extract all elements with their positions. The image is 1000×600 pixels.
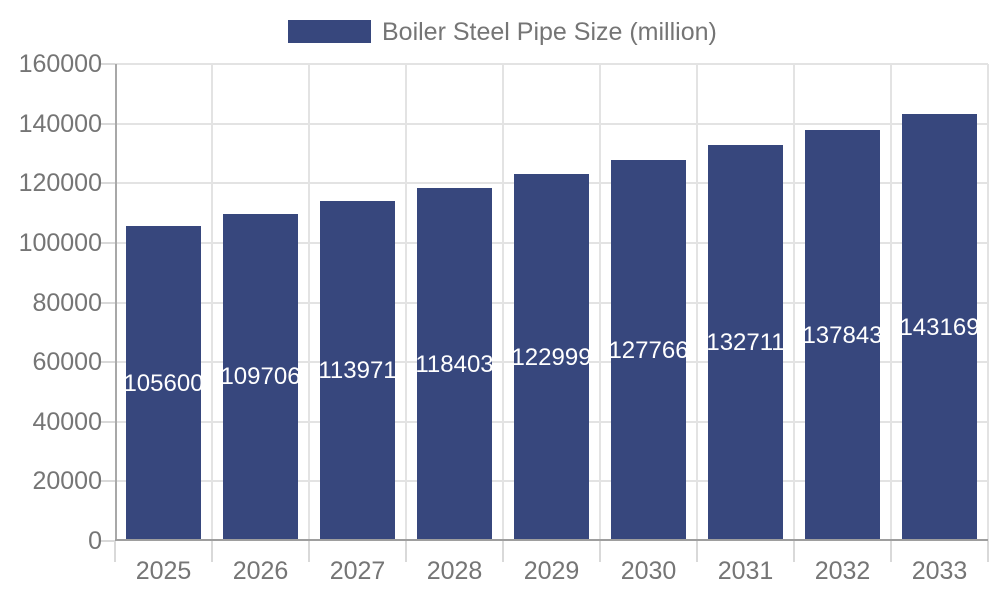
x-axis-line xyxy=(115,539,988,541)
y-tick-label: 120000 xyxy=(18,169,102,198)
y-axis-tick-mark xyxy=(100,241,115,244)
bar: 118403 xyxy=(417,188,492,541)
x-tick-label: 2033 xyxy=(911,557,968,585)
y-axis-tick-mark xyxy=(100,63,115,65)
y-tick-label: 160000 xyxy=(18,50,102,78)
gridline-vertical xyxy=(211,64,213,541)
x-axis-tick-mark xyxy=(793,541,795,562)
bar: 137843 xyxy=(805,130,880,541)
x-tick-label: 2029 xyxy=(523,557,580,585)
bar-value-label: 143169 xyxy=(902,313,977,341)
bar: 113971 xyxy=(320,201,395,541)
y-axis-line xyxy=(115,64,117,541)
bar-value-label: 127766 xyxy=(611,336,686,364)
legend-swatch xyxy=(288,20,371,43)
x-axis-tick-mark xyxy=(502,541,504,562)
bar-value-label: 132711 xyxy=(708,329,783,357)
x-axis-tick-mark xyxy=(211,541,213,562)
gridline-vertical xyxy=(696,64,698,541)
gridline-horizontal xyxy=(115,63,988,65)
legend: Boiler Steel Pipe Size (million) xyxy=(0,0,1000,56)
bar: 132711 xyxy=(708,145,783,541)
y-tick-label: 140000 xyxy=(18,109,102,138)
y-tick-label: 60000 xyxy=(32,348,102,377)
x-axis-tick-mark xyxy=(114,541,116,562)
y-axis-tick-mark xyxy=(100,361,115,364)
bar: 122999 xyxy=(514,174,589,541)
y-axis-tick-mark xyxy=(100,540,115,542)
y-tick-label: 100000 xyxy=(18,228,102,257)
gridline-vertical xyxy=(405,64,407,541)
x-tick-label: 2031 xyxy=(717,557,774,585)
x-axis-tick-mark xyxy=(599,541,601,562)
x-tick-label: 2026 xyxy=(232,557,289,585)
bar-value-label: 137843 xyxy=(805,321,880,349)
x-tick-label: 2027 xyxy=(329,557,386,585)
y-axis-tick-mark xyxy=(100,122,115,125)
x-axis-tick-mark xyxy=(987,541,989,562)
y-axis-tick-mark xyxy=(100,480,115,483)
y-tick-label: 20000 xyxy=(32,467,102,496)
x-tick-label: 2025 xyxy=(135,557,192,585)
x-axis-tick-mark xyxy=(890,541,892,562)
bar: 109706 xyxy=(223,213,298,541)
x-axis-tick-mark xyxy=(696,541,698,562)
y-tick-label: 0 xyxy=(88,527,102,555)
bar: 105600 xyxy=(126,226,201,541)
x-tick-label: 2032 xyxy=(814,557,871,585)
x-tick-label: 2030 xyxy=(620,557,677,585)
y-tick-label: 40000 xyxy=(32,407,102,436)
bar-value-label: 122999 xyxy=(514,343,589,371)
x-tick-label: 2028 xyxy=(426,557,483,585)
bar-value-label: 105600 xyxy=(126,369,201,397)
y-tick-label: 80000 xyxy=(32,288,102,317)
bar-value-label: 118403 xyxy=(417,350,492,378)
gridline-vertical xyxy=(502,64,504,541)
plot-area: 105600 109706 113971 118403 122999 127766 1327… xyxy=(115,63,989,541)
bar-value-label: 113971 xyxy=(320,357,395,385)
bar: 127766 xyxy=(611,160,686,541)
gridline-vertical xyxy=(793,64,795,541)
bar: 143169 xyxy=(902,114,977,541)
gridline-horizontal xyxy=(115,122,988,125)
y-axis-tick-mark xyxy=(100,182,115,185)
gridline-vertical xyxy=(890,64,892,541)
x-axis-tick-mark xyxy=(308,541,310,562)
x-axis-tick-mark xyxy=(405,541,407,562)
y-axis-tick-mark xyxy=(100,301,115,304)
gridline-vertical xyxy=(308,64,310,541)
gridline-vertical xyxy=(987,64,989,541)
y-axis-tick-mark xyxy=(100,420,115,423)
legend-label: Boiler Steel Pipe Size (million) xyxy=(382,18,717,46)
gridline-vertical xyxy=(599,64,601,541)
bar-value-label: 109706 xyxy=(223,363,298,391)
